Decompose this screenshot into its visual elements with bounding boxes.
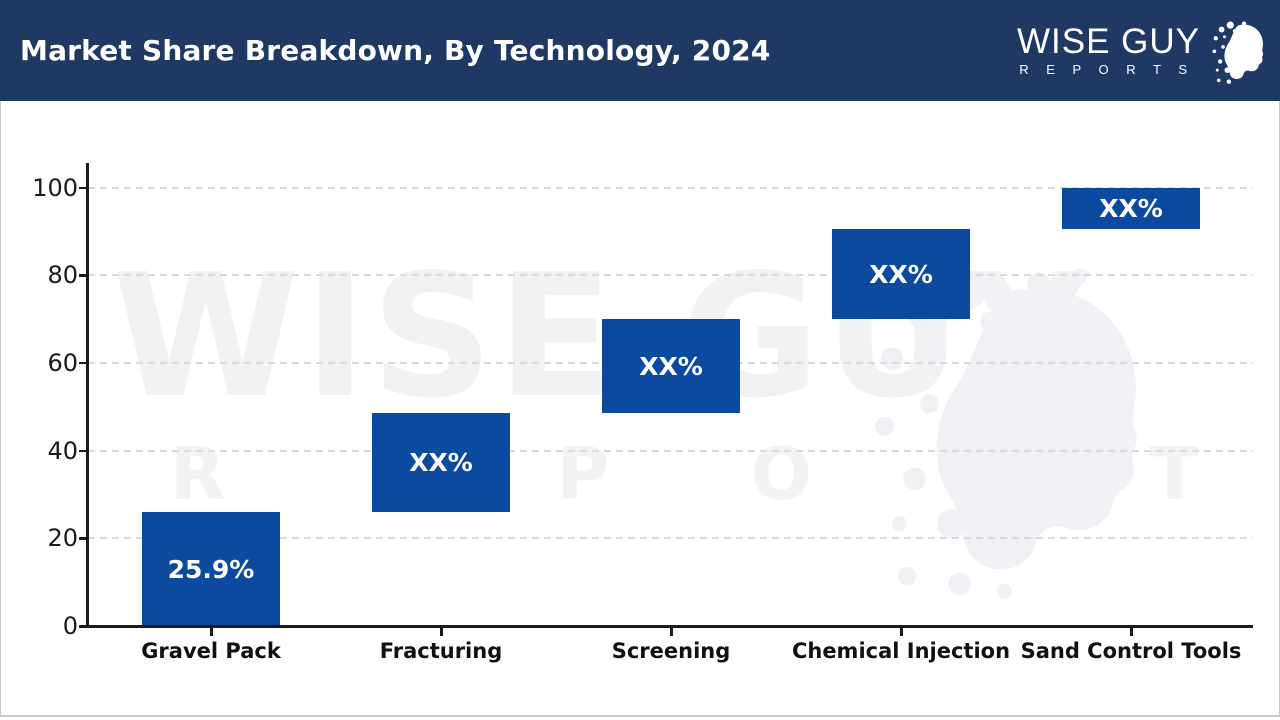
wise-guy-logo: WISE GUY R E P O R T S — [1016, 10, 1268, 94]
page-title: Market Share Breakdown, By Technology, 2… — [20, 34, 771, 67]
x-category-label: Chemical Injection — [791, 639, 1011, 663]
logo-tagline: R E P O R T S — [1019, 62, 1194, 77]
y-tick-label: 0 — [62, 612, 78, 640]
bar-gravel-pack: 25.9% — [142, 512, 280, 626]
x-tick-mark — [670, 628, 673, 636]
y-tick-label: 20 — [47, 524, 78, 553]
x-tick-mark — [210, 628, 213, 636]
bar-value-label: XX% — [1099, 193, 1163, 223]
bar-chemical-injection: XX% — [832, 229, 970, 320]
x-category-label: Sand Control Tools — [1020, 639, 1242, 663]
bar-value-label: XX% — [869, 259, 933, 289]
x-tick-mark — [440, 628, 443, 636]
logo-name: WISE GUY — [1016, 22, 1200, 61]
y-tick-label: 40 — [47, 436, 78, 465]
x-category-label: Fracturing — [379, 639, 503, 663]
x-category-label: Gravel Pack — [141, 639, 281, 663]
logo-face-icon — [1212, 21, 1264, 84]
y-tick-label: 80 — [47, 261, 78, 290]
x-tick-mark — [1130, 628, 1133, 636]
gridline — [88, 449, 1253, 452]
gridline — [88, 537, 1253, 540]
bar-value-label: XX% — [639, 351, 703, 381]
x-category-label: Screening — [611, 639, 731, 663]
y-tick-label: 60 — [47, 348, 78, 377]
y-tick-mark — [79, 449, 87, 453]
bar-sand-control-tools: XX% — [1062, 187, 1200, 230]
y-tick-mark — [79, 361, 87, 365]
y-tick-mark — [79, 537, 87, 540]
x-axis-line — [86, 625, 1253, 628]
gridline — [88, 186, 1253, 189]
x-tick-mark — [900, 628, 903, 636]
gridline — [88, 274, 1253, 277]
y-tick-mark — [79, 186, 87, 189]
bar-value-label: XX% — [409, 448, 473, 478]
y-tick-label: 100 — [32, 173, 78, 202]
header-bar: Market Share Breakdown, By Technology, 2… — [0, 0, 1280, 101]
bar-fracturing: XX% — [372, 413, 510, 513]
y-tick-mark — [79, 274, 87, 277]
y-axis-line — [86, 163, 89, 627]
bar-screening: XX% — [602, 319, 740, 414]
bar-value-label: 25.9% — [167, 554, 255, 584]
y-tick-mark — [79, 625, 87, 628]
